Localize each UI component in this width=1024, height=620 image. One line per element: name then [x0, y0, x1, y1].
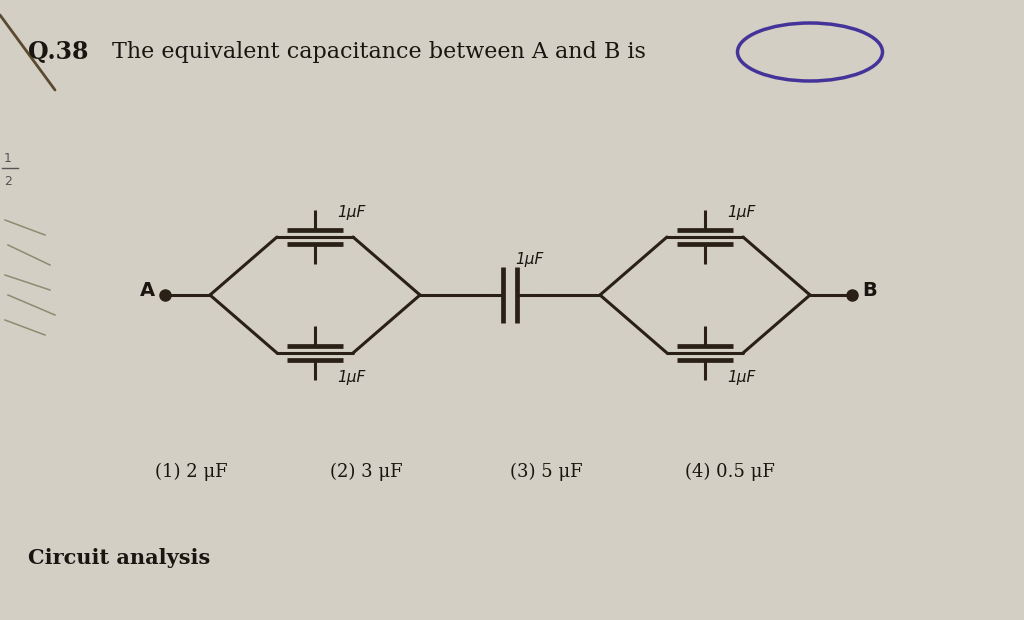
Text: (1) 2 μF: (1) 2 μF — [155, 463, 227, 481]
Text: 1μF: 1μF — [727, 205, 756, 220]
Text: 1μF: 1μF — [515, 252, 544, 267]
Text: (2) 3 μF: (2) 3 μF — [330, 463, 402, 481]
Text: 1: 1 — [4, 152, 12, 165]
Text: 1μF: 1μF — [337, 205, 366, 220]
Text: (4) 0.5 μF: (4) 0.5 μF — [685, 463, 775, 481]
Text: 2: 2 — [4, 175, 12, 188]
Text: Circuit analysis: Circuit analysis — [28, 548, 210, 568]
Text: Q.38: Q.38 — [28, 40, 88, 64]
Text: 1μF: 1μF — [337, 370, 366, 385]
Text: The equivalent capacitance between A and B is: The equivalent capacitance between A and… — [112, 41, 646, 63]
Text: A: A — [140, 281, 155, 301]
Text: (3) 5 μF: (3) 5 μF — [510, 463, 583, 481]
Text: 1μF: 1μF — [727, 370, 756, 385]
Text: B: B — [862, 281, 877, 301]
